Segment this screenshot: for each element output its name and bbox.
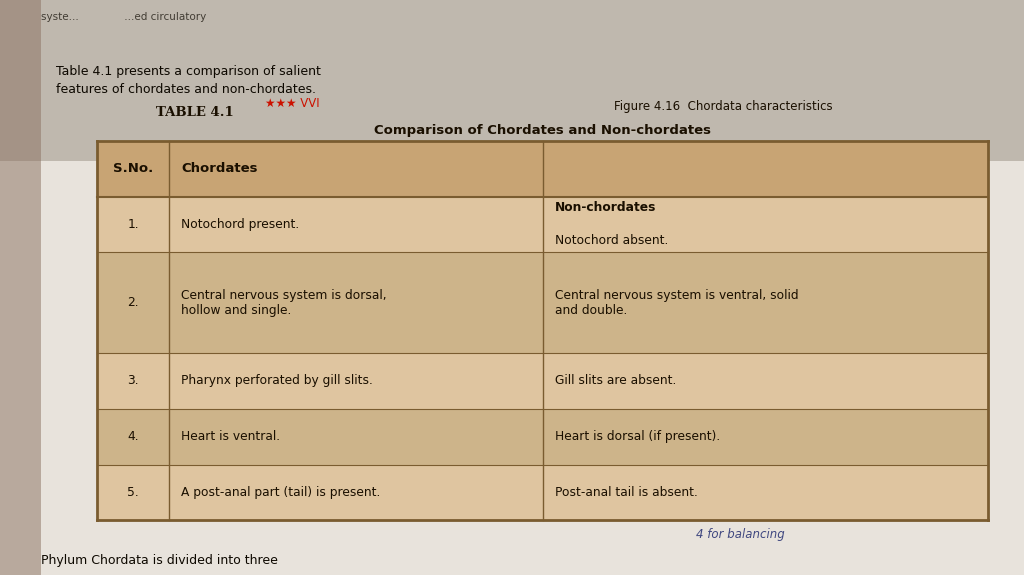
Text: 3.: 3.	[127, 374, 139, 388]
Text: features of chordates and non-chordates.: features of chordates and non-chordates.	[56, 83, 316, 95]
Text: Pharynx perforated by gill slits.: Pharynx perforated by gill slits.	[181, 374, 373, 388]
Bar	[97, 409, 988, 465]
Bar	[97, 197, 988, 252]
Text: 2.: 2.	[127, 296, 139, 309]
Text: Central nervous system is dorsal,
hollow and single.: Central nervous system is dorsal, hollow…	[181, 289, 387, 317]
Bar	[97, 141, 988, 520]
Bar	[97, 252, 988, 353]
Bar	[97, 141, 988, 197]
Text: 1.: 1.	[127, 218, 139, 231]
Text: 5.: 5.	[127, 486, 139, 499]
Text: 4 for balancing: 4 for balancing	[696, 528, 785, 541]
Text: 4.: 4.	[127, 430, 139, 443]
Text: Heart is dorsal (if present).: Heart is dorsal (if present).	[555, 430, 720, 443]
Text: Heart is ventral.: Heart is ventral.	[181, 430, 281, 443]
Bar	[0, 0, 41, 575]
Text: Notochord present.: Notochord present.	[181, 218, 299, 231]
Text: Figure 4.16  Chordata characteristics: Figure 4.16 Chordata characteristics	[614, 100, 834, 113]
Text: A post-anal part (tail) is present.: A post-anal part (tail) is present.	[181, 486, 381, 499]
Text: ★★★ VVI: ★★★ VVI	[264, 97, 319, 110]
Text: TABLE 4.1: TABLE 4.1	[156, 106, 233, 118]
Bar	[0, 161, 1024, 575]
Bar	[0, 0, 1024, 161]
Text: Post-anal tail is absent.: Post-anal tail is absent.	[555, 486, 698, 499]
Text: Chordates: Chordates	[181, 162, 258, 175]
Text: syste...              ...ed circulatory: syste... ...ed circulatory	[41, 12, 206, 22]
Text: Gill slits are absent.: Gill slits are absent.	[555, 374, 677, 388]
Text: Notochord absent.: Notochord absent.	[555, 234, 669, 247]
Text: Central nervous system is ventral, solid
and double.: Central nervous system is ventral, solid…	[555, 289, 799, 317]
Text: Table 4.1 presents a comparison of salient: Table 4.1 presents a comparison of salie…	[56, 66, 322, 78]
Text: Phylum Chordata is divided into three: Phylum Chordata is divided into three	[41, 554, 278, 567]
Bar	[97, 353, 988, 409]
Bar	[97, 465, 988, 520]
Text: S.No.: S.No.	[113, 162, 154, 175]
Text: Non-chordates: Non-chordates	[555, 201, 656, 214]
Text: Comparison of Chordates and Non-chordates: Comparison of Chordates and Non-chordate…	[374, 124, 712, 137]
